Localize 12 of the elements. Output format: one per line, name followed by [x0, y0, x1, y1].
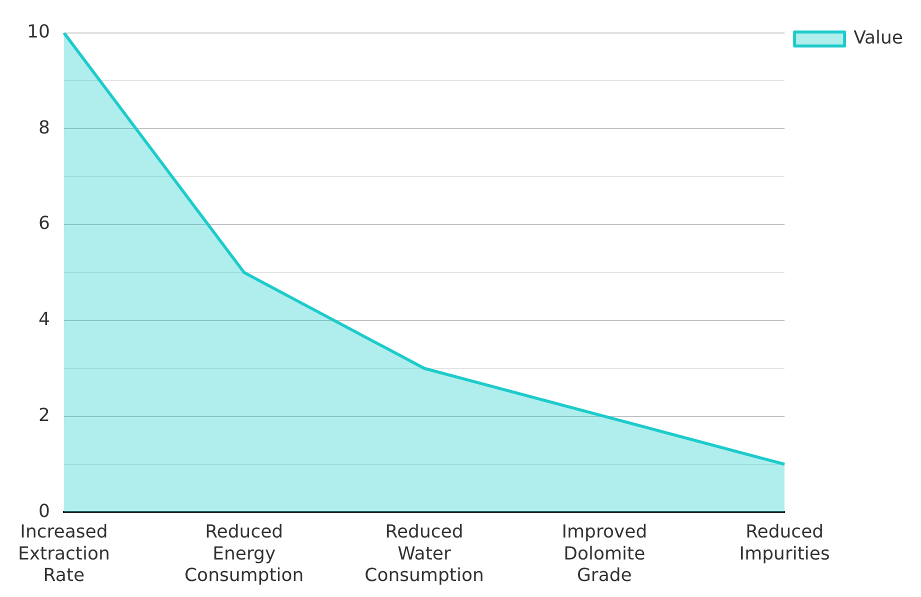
y-tick-label: 8	[38, 117, 50, 138]
x-tick-label: Increased Extraction Rate	[18, 522, 110, 586]
x-tick-label: Reduced Impurities	[739, 522, 830, 564]
y-tick-label: 6	[38, 213, 50, 234]
y-tick-label: 4	[38, 309, 50, 330]
y-tick-label: 2	[38, 404, 50, 426]
y-tick-label: 0	[38, 500, 50, 522]
x-tick-label: Reduced Energy Consumption	[184, 522, 304, 586]
legend-label: Value	[854, 28, 904, 49]
x-tick-label: Reduced Water Consumption	[364, 522, 484, 586]
x-tick-label: Improved Dolomite Grade	[562, 522, 648, 586]
y-tick-label: 10	[27, 21, 50, 42]
